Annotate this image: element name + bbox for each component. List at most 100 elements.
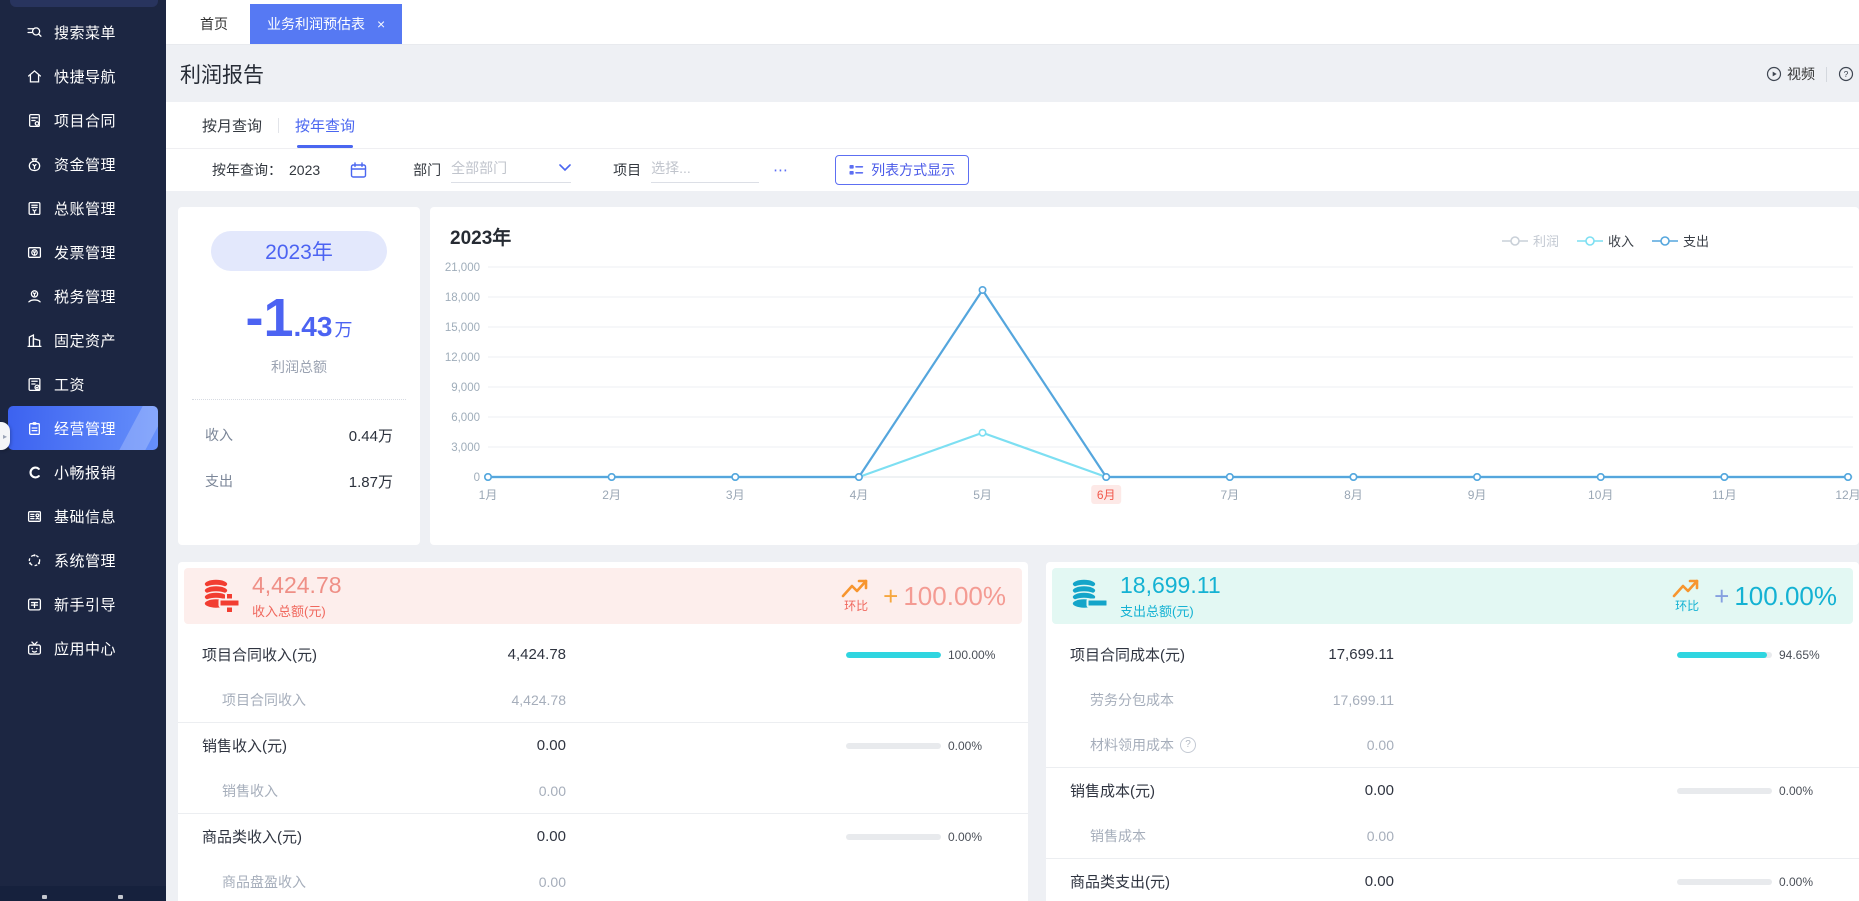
dept-select[interactable]: 全部部门	[451, 158, 572, 183]
table-row: 商品盘盈收入 0.00	[178, 859, 1028, 901]
tab-yearly-query[interactable]: 按年查询	[295, 102, 355, 148]
year-input[interactable]: 2023	[289, 162, 321, 178]
sidebar-item-project-contract[interactable]: 项目合同	[0, 98, 166, 142]
video-label: 视频	[1787, 66, 1815, 82]
sidebar-item-system[interactable]: 系统管理	[0, 538, 166, 582]
help-button[interactable]: ? 帮	[1838, 64, 1859, 84]
sidebar-item-app-center[interactable]: 应用中心	[0, 626, 166, 670]
sidebar-logo	[10, 0, 158, 7]
legend-item-收入[interactable]: 收入	[1576, 231, 1634, 250]
chevron-down-icon	[559, 163, 571, 172]
sidebar-item-general-ledger[interactable]: 总账管理	[0, 186, 166, 230]
sidebar: 搜索菜单 快捷导航 项目合同 资金管理 总账管理 发票管理	[0, 0, 166, 901]
profit-total: -1 .43 万	[178, 287, 420, 349]
sidebar-item-quick-nav[interactable]: 快捷导航	[0, 54, 166, 98]
row-label: 材料领用成本	[1090, 736, 1174, 753]
table-row: 销售成本(元) 0.00 0.00%	[1046, 767, 1859, 813]
general-ledger-icon	[26, 200, 42, 216]
ratio-sign: +	[1714, 580, 1730, 611]
tab-home[interactable]: 首页	[178, 4, 250, 44]
sidebar-item-basic-info[interactable]: 基础信息	[0, 494, 166, 538]
svg-text:12,000: 12,000	[445, 352, 480, 364]
video-button[interactable]: 视频	[1766, 64, 1815, 84]
svg-text:11月: 11月	[1712, 488, 1736, 502]
divider	[278, 117, 280, 133]
question-circle-icon: ?	[1838, 66, 1854, 82]
list-view-button[interactable]: 列表方式显示	[835, 155, 970, 185]
sidebar-item-label: 小畅报销	[54, 464, 117, 482]
project-placeholder: 选择...	[651, 159, 691, 176]
svg-text:1月: 1月	[479, 488, 498, 502]
ratio-value: 100.00%	[1734, 580, 1837, 611]
svg-text:15,000: 15,000	[445, 322, 480, 334]
table-row: 项目合同收入 4,424.78	[178, 677, 1028, 722]
sidebar-item-search-menu[interactable]: 搜索菜单	[0, 10, 166, 54]
expense-value: 1.87万	[348, 474, 393, 491]
row-percent: 94.65%	[1779, 647, 1820, 662]
table-row: 销售收入(元) 0.00 0.00%	[178, 722, 1028, 768]
svg-text:3月: 3月	[726, 488, 745, 502]
calendar-icon[interactable]	[350, 161, 367, 179]
expense-table: 项目合同成本(元) 17,699.11 94.65% 劳务分包成本 17,699…	[1046, 630, 1859, 901]
legend-item-支出[interactable]: 支出	[1651, 231, 1709, 250]
progress-bar	[1677, 787, 1772, 794]
tab-profit-forecast[interactable]: 业务利润预估表 ×	[250, 4, 403, 44]
sidebar-item-fixed-assets[interactable]: 固定资产	[0, 318, 166, 362]
sidebar-item-funds[interactable]: 资金管理	[0, 142, 166, 186]
sidebar-item-tax[interactable]: 税务管理	[0, 274, 166, 318]
query-tabs: 按月查询 按年查询	[166, 102, 1859, 149]
table-row: 销售收入 0.00	[178, 768, 1028, 813]
sidebar-item-operations[interactable]: 经营管理	[8, 406, 158, 450]
svg-text:12月: 12月	[1835, 488, 1859, 502]
page-title: 利润报告	[180, 64, 264, 87]
expense-ratio: + 100.00%	[1714, 581, 1837, 612]
title-row: 利润报告 视频 ? 帮	[166, 46, 1859, 102]
row-value: 17,699.11	[1332, 691, 1394, 708]
sidebar-collapse-handle[interactable]: ▸	[0, 422, 10, 450]
filter-row: 按年查询： 2023 部门 全部部门 项目 选择... ⋯	[166, 149, 1859, 191]
app-center-icon	[26, 640, 42, 656]
table-row: 材料领用成本? 0.00	[1046, 722, 1859, 767]
sidebar-item-expense-claim[interactable]: 小畅报销	[0, 450, 166, 494]
coins-plus-icon	[200, 576, 242, 616]
profit-summary-card: 2023年 -1 .43 万 利润总额 收入 0.44万 支出 1.87万	[178, 207, 420, 545]
sidebar-nav: 搜索菜单 快捷导航 项目合同 资金管理 总账管理 发票管理	[0, 10, 166, 670]
svg-text:9,000: 9,000	[451, 382, 480, 394]
ratio-label: 环比	[1675, 599, 1700, 613]
legend-item-利润[interactable]: 利润	[1501, 231, 1559, 250]
row-value: 0.00	[536, 828, 566, 845]
expense-claim-icon	[26, 464, 42, 480]
title-actions: 视频 ? 帮	[1766, 46, 1859, 102]
svg-text:6,000: 6,000	[451, 412, 480, 424]
sidebar-item-label: 搜索菜单	[54, 24, 117, 42]
main-area: 首页 业务利润预估表 × 利润报告 视频 ? 帮	[166, 0, 1859, 901]
sidebar-item-invoice[interactable]: 发票管理	[0, 230, 166, 274]
row-percent: 0.00%	[1779, 783, 1814, 798]
income-value: 0.44万	[348, 428, 393, 445]
row-label: 销售成本	[1090, 827, 1146, 844]
expense-label: 支出	[205, 473, 233, 489]
dept-placeholder: 全部部门	[451, 159, 508, 176]
progress-bar	[846, 833, 941, 840]
project-select[interactable]: 选择...	[651, 158, 760, 183]
table-row: 项目合同成本(元) 17,699.11 94.65%	[1046, 632, 1859, 677]
tab-monthly-query[interactable]: 按月查询	[202, 117, 263, 135]
sidebar-item-salary[interactable]: 工资	[0, 362, 166, 406]
table-row: 项目合同收入(元) 4,424.78 100.00%	[178, 632, 1028, 677]
row-percent: 0.00%	[948, 738, 983, 753]
more-options-button[interactable]: ⋯	[773, 162, 790, 179]
progress-bar	[1677, 651, 1772, 658]
sidebar-item-newbie-guide[interactable]: 新手引导	[0, 582, 166, 626]
row-label: 项目合同收入(元)	[202, 647, 317, 664]
svg-text:4月: 4月	[850, 488, 869, 502]
help-icon[interactable]: ?	[1180, 736, 1196, 753]
income-table: 项目合同收入(元) 4,424.78 100.00% 项目合同收入 4,424.…	[178, 630, 1028, 901]
income-card: 4,424.78 收入总额(元) 环比 + 100.00% 项目合同收入(	[178, 562, 1028, 901]
svg-text:7月: 7月	[1220, 488, 1239, 502]
sidebar-item-label: 固定资产	[54, 332, 117, 350]
close-icon[interactable]: ×	[377, 16, 386, 32]
coins-minus-icon	[1068, 576, 1110, 616]
income-card-header: 4,424.78 收入总额(元) 环比 + 100.00%	[184, 568, 1022, 624]
list-view-icon	[849, 163, 864, 177]
expense-card: 18,699.11 支出总额(元) 环比 + 100.00% 项目合同成本	[1046, 562, 1859, 901]
